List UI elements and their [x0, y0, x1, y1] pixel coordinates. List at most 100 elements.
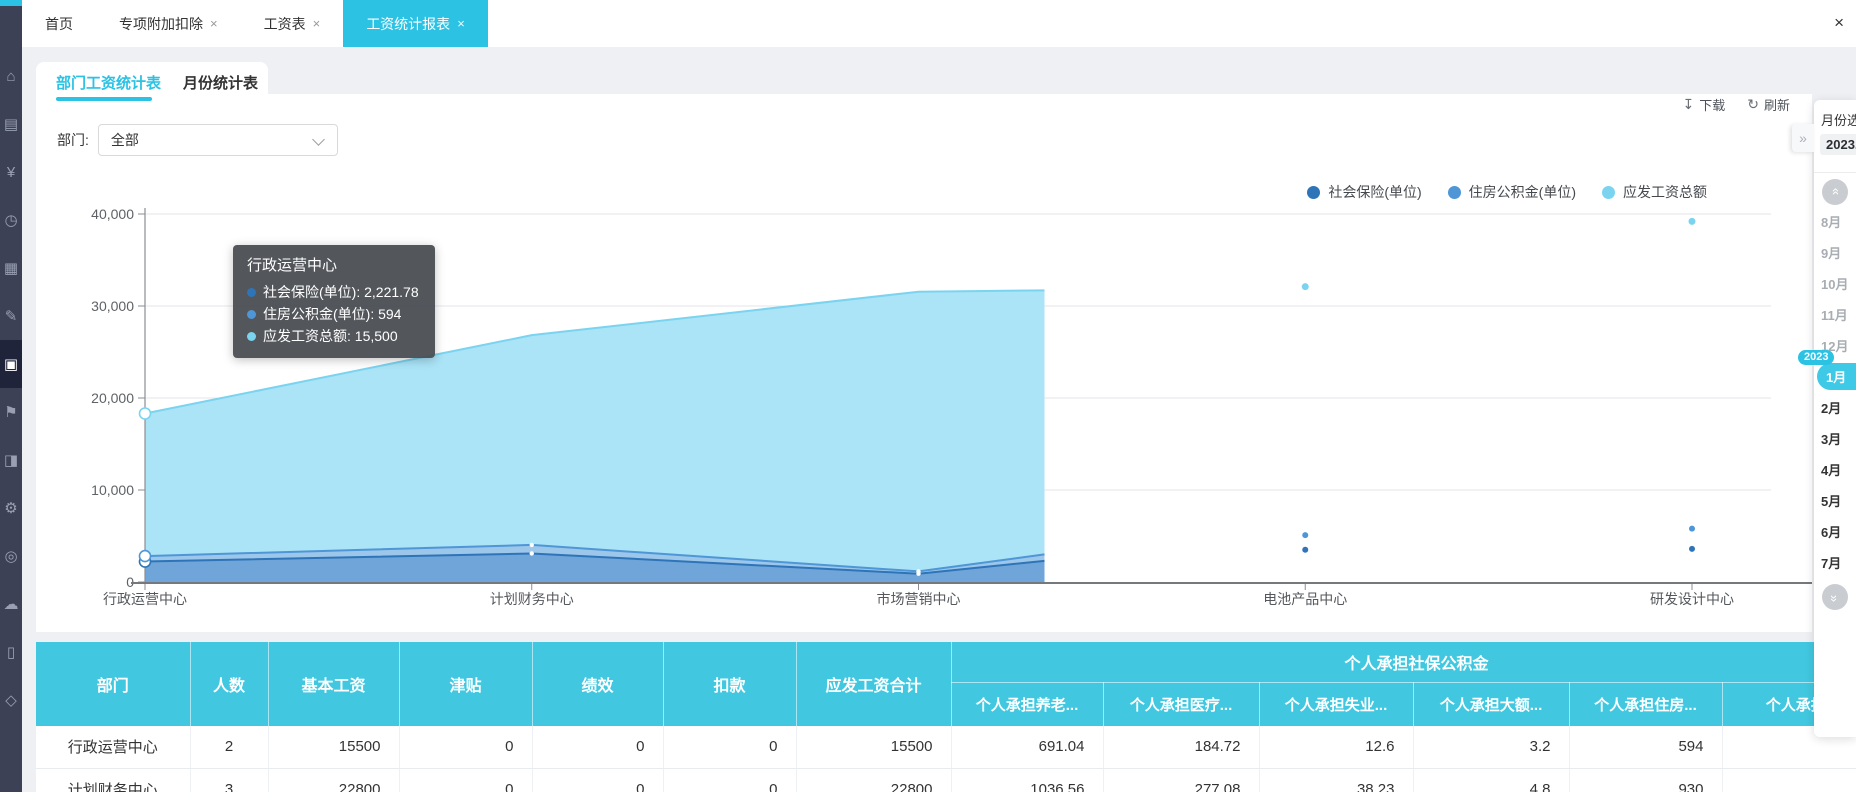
table-cell: 计划财务中心 [36, 768, 191, 792]
tooltip-series-dot [247, 287, 256, 297]
refresh-button[interactable]: ↻ 刷新 [1747, 95, 1790, 114]
tab-close-icon[interactable]: × [457, 16, 465, 31]
svg-text:20,000: 20,000 [91, 390, 134, 406]
refresh-icon: ↻ [1747, 96, 1759, 112]
invoice-icon: ▤ [3, 116, 19, 133]
scroll-up-icon[interactable]: » [1822, 179, 1848, 205]
subtab[interactable]: 月份统计表 [183, 74, 259, 92]
download-label: 下载 [1699, 98, 1726, 113]
month-item[interactable]: 10月 [1814, 268, 1856, 299]
month-item[interactable]: 11月 [1814, 299, 1856, 330]
subtab-header: 部门工资统计表 月份统计表 [36, 62, 268, 102]
topbar-tab[interactable]: 工资统计报表 × [343, 0, 488, 47]
sidebar-item[interactable]: ◎ [0, 532, 22, 580]
table-subheader-cell: 个人承担失业... [1259, 682, 1414, 726]
checkout-icon: ⚑ [4, 404, 18, 421]
history-icon: ◷ [4, 212, 18, 229]
sidebar-item[interactable]: ▤ [0, 100, 22, 148]
topbar-tab[interactable]: 首页 [22, 0, 96, 47]
table-cell: 15500 [796, 726, 952, 769]
department-select[interactable]: 全部 [97, 124, 338, 156]
active-subtab-underline [56, 97, 152, 101]
download-button[interactable]: ↧ 下载 [1683, 95, 1726, 114]
month-item[interactable]: 5月 [1814, 485, 1856, 516]
close-icon[interactable]: × [1834, 13, 1844, 32]
month-list: 8月 9月 10月 11月 12月 1月 2月 3月 4月 5月 6月 7月 [1814, 206, 1856, 578]
sidebar-item[interactable]: ⌂ [0, 52, 22, 100]
sidebar-nav: ⌂ ▤ ¥ ◷ ▦ ✎ ▣ ⚑ ◨ ⚙ ◎ ☁ ▯ ◇ [0, 52, 22, 724]
salary-table: 部门 人数 基本工资 津贴 绩效 扣款 应发工资合计 个人承担社保公积金 个人承担养老... 个人… [36, 642, 1856, 792]
legend-item[interactable]: 社会保险(单位) [1307, 182, 1422, 202]
table-cell: 594 [1569, 726, 1723, 769]
table-cell: 22800 [268, 768, 400, 792]
sidebar-item[interactable]: ▦ [0, 244, 22, 292]
topbar-tab-label: 专项附加扣除 [119, 15, 203, 32]
subtab[interactable]: 部门工资统计表 [56, 74, 162, 92]
table-cell [1722, 768, 1856, 792]
tab-close-icon[interactable]: × [312, 16, 321, 31]
sidebar-item[interactable]: ¥ [0, 148, 22, 196]
sidebar-item[interactable]: ☁ [0, 580, 22, 628]
table-group-header-cell: 个人承担社保公积金 [951, 642, 1856, 683]
month-item[interactable]: 6月 [1814, 516, 1856, 547]
month-label: 11月 [1821, 308, 1848, 323]
table-cell: 930 [1569, 768, 1723, 792]
month-item[interactable]: 3月 [1814, 423, 1856, 454]
sidebar-item[interactable]: ▣ [0, 340, 22, 388]
tooltip-row: 社会保险(单位): 2,221.78 [247, 281, 421, 303]
month-item[interactable]: 8月 [1814, 206, 1856, 237]
tooltip-row: 应发工资总额: 15,500 [247, 325, 421, 347]
scroll-down-icon[interactable]: » [1822, 584, 1848, 610]
sidebar-item[interactable]: ◇ [0, 676, 22, 724]
table-subheader-cell: 个人承担住房... [1569, 682, 1723, 726]
tooltip-series-dot [247, 331, 256, 341]
sidebar-item[interactable]: ⚑ [0, 388, 22, 436]
month-item[interactable]: 9月 [1814, 237, 1856, 268]
collapse-panel-icon[interactable]: » [1792, 124, 1814, 152]
sidebar-top-accent [0, 0, 22, 6]
table-cell: 0 [663, 726, 797, 769]
ledger-icon: ▦ [3, 260, 19, 277]
topbar-tab-label: 工资表 [263, 15, 306, 32]
legend-item[interactable]: 应发工资总额 [1602, 182, 1707, 202]
sidebar-item[interactable]: ◨ [0, 436, 22, 484]
legend-item[interactable]: 住房公积金(单位) [1447, 182, 1576, 202]
table-cell: 3.2 [1413, 726, 1570, 769]
table-cell: 3 [190, 768, 269, 792]
topbar-tab-label: 工资统计报表 [366, 15, 451, 32]
assets-icon: ◎ [4, 548, 18, 565]
legend-dot-icon [1602, 185, 1615, 199]
left-sidebar: ⌂ ▤ ¥ ◷ ▦ ✎ ▣ ⚑ ◨ ⚙ ◎ ☁ ▯ ◇ [0, 0, 22, 792]
month-item[interactable]: 1月 [1814, 361, 1856, 392]
tax-icon: ¥ [6, 163, 16, 181]
table-cell: 15500 [268, 726, 400, 769]
current-period: 2023.01 [1820, 134, 1856, 155]
misc-icon: ◇ [5, 692, 17, 709]
svg-text:市场营销中心: 市场营销中心 [877, 591, 961, 607]
table-header-cell: 津贴 [399, 642, 533, 726]
sidebar-item[interactable]: ▯ [0, 628, 22, 676]
department-filter: 部门: 全部 [57, 124, 338, 156]
month-picker-header: 月份选择 2023.01 [1814, 100, 1856, 173]
topbar-tab[interactable]: 专项附加扣除 × [96, 0, 241, 47]
month-item[interactable]: 2月 [1814, 392, 1856, 423]
month-label: 10月 [1821, 277, 1849, 292]
salary-icon: ▣ [3, 356, 19, 373]
table-cell: 0 [532, 726, 664, 769]
salary-table-panel: 部门 人数 基本工资 津贴 绩效 扣款 应发工资合计 个人承担社保公积金 个人承担养老... 个人… [36, 642, 1856, 792]
tab-close-icon[interactable]: × [210, 16, 218, 31]
table-cell [1722, 726, 1856, 769]
department-filter-label: 部门: [57, 132, 89, 148]
table-cell: 行政运营中心 [36, 726, 191, 769]
month-item[interactable]: 7月 [1814, 547, 1856, 578]
sidebar-item[interactable]: ⚙ [0, 484, 22, 532]
table-header-cell: 部门 [36, 642, 191, 726]
svg-text:10,000: 10,000 [91, 482, 134, 498]
topbar-tab[interactable]: 工资表 × [241, 0, 344, 47]
table-header-cell: 人数 [190, 642, 269, 726]
table-cell: 0 [399, 768, 533, 792]
sidebar-item[interactable]: ◷ [0, 196, 22, 244]
sidebar-item[interactable]: ✎ [0, 292, 22, 340]
month-item[interactable]: 4月 [1814, 454, 1856, 485]
